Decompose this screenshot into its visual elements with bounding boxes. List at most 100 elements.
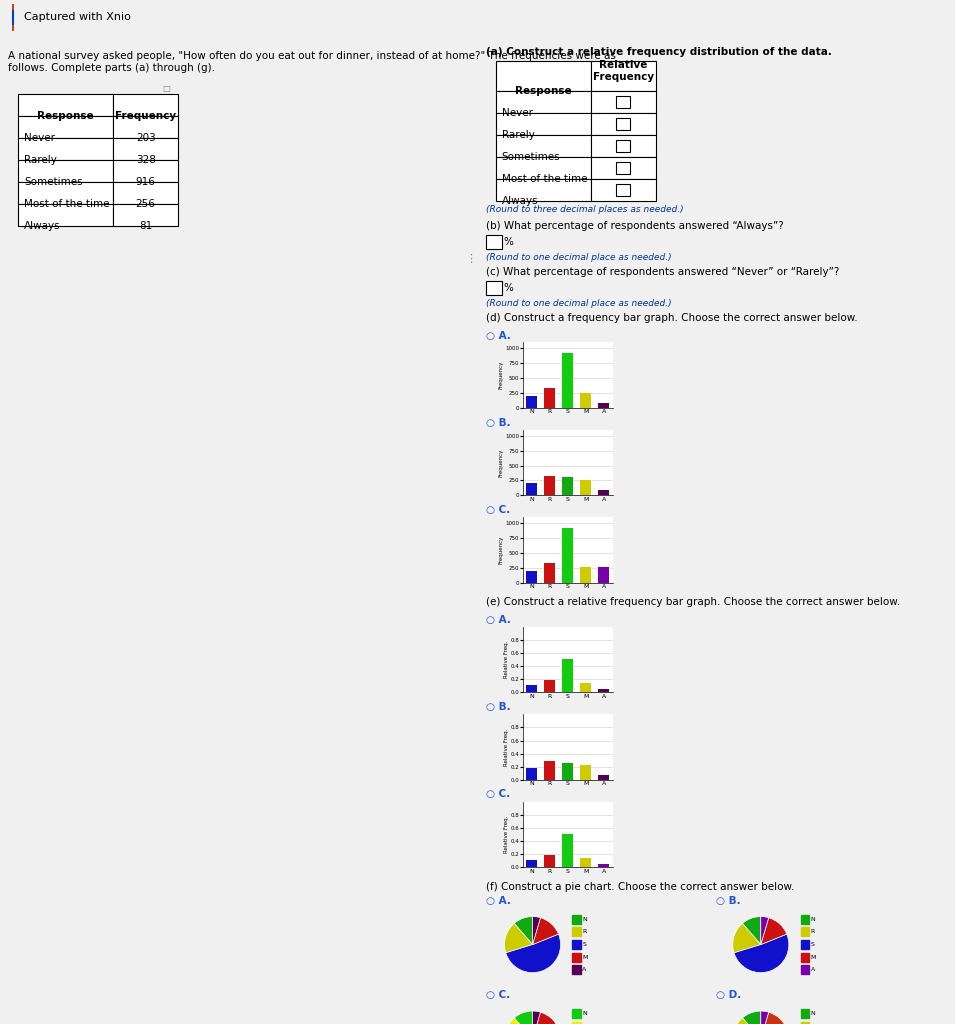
Bar: [18, 94, 113, 116]
Bar: [800, 952, 809, 962]
Bar: [590, 157, 656, 179]
Bar: [496, 61, 590, 91]
Wedge shape: [761, 1012, 787, 1024]
Wedge shape: [761, 916, 769, 944]
Bar: [562, 477, 573, 496]
Text: (b) What percentage of respondents answered “Always”?: (b) What percentage of respondents answe…: [485, 221, 783, 231]
Text: M: M: [583, 954, 587, 959]
Bar: [598, 567, 609, 583]
Text: 81: 81: [139, 221, 152, 231]
Text: N: N: [811, 916, 816, 922]
Bar: [616, 162, 630, 174]
Text: 203: 203: [136, 133, 156, 143]
Text: 916: 916: [136, 177, 156, 187]
Bar: [18, 116, 113, 138]
Bar: [580, 683, 591, 692]
Y-axis label: Relative Freq.: Relative Freq.: [504, 728, 509, 766]
Bar: [562, 834, 573, 867]
Text: Never: Never: [501, 108, 533, 118]
Wedge shape: [504, 1018, 533, 1024]
Text: Always: Always: [24, 221, 61, 231]
Bar: [543, 388, 556, 408]
Text: Rarely: Rarely: [24, 155, 57, 165]
Wedge shape: [742, 916, 761, 944]
Bar: [598, 403, 609, 408]
Wedge shape: [742, 1011, 761, 1024]
Bar: [543, 855, 556, 867]
Wedge shape: [732, 1018, 761, 1024]
Text: ○ A.: ○ A.: [485, 896, 510, 906]
Text: A: A: [811, 968, 815, 973]
Bar: [572, 914, 581, 924]
Wedge shape: [761, 1011, 769, 1024]
Wedge shape: [533, 1012, 559, 1024]
Bar: [598, 490, 609, 496]
Bar: [113, 94, 179, 116]
Y-axis label: Frequency: Frequency: [499, 536, 503, 564]
Text: M: M: [811, 954, 816, 959]
Bar: [18, 182, 113, 204]
Text: ○ A.: ○ A.: [485, 331, 510, 341]
Bar: [572, 966, 581, 975]
Text: ⋮: ⋮: [465, 254, 476, 264]
Text: Sometimes: Sometimes: [24, 177, 83, 187]
Bar: [800, 1010, 809, 1018]
Bar: [562, 658, 573, 692]
Bar: [616, 140, 630, 152]
Text: Response: Response: [37, 111, 94, 121]
Text: ○ B.: ○ B.: [715, 896, 740, 906]
Text: (e) Construct a relative frequency bar graph. Choose the correct answer below.: (e) Construct a relative frequency bar g…: [485, 597, 900, 606]
Bar: [580, 567, 591, 583]
Bar: [572, 940, 581, 949]
Bar: [800, 914, 809, 924]
Text: ○ B.: ○ B.: [485, 701, 510, 712]
Text: ○ C.: ○ C.: [485, 990, 510, 1000]
Text: (c) What percentage of respondents answered “Never” or “Rarely”?: (c) What percentage of respondents answe…: [485, 267, 838, 278]
Bar: [572, 928, 581, 936]
Bar: [18, 138, 113, 160]
Bar: [18, 160, 113, 182]
Text: Most of the time: Most of the time: [501, 174, 587, 184]
Bar: [543, 762, 556, 779]
Bar: [496, 135, 590, 157]
Y-axis label: Frequency: Frequency: [499, 360, 503, 389]
Text: (a) Construct a relative frequency distribution of the data.: (a) Construct a relative frequency distr…: [485, 47, 832, 57]
Text: Response: Response: [515, 86, 571, 96]
Wedge shape: [734, 934, 789, 973]
Text: 328: 328: [136, 155, 156, 165]
Bar: [496, 157, 590, 179]
Wedge shape: [533, 1011, 541, 1024]
Bar: [525, 570, 538, 583]
Text: R: R: [811, 930, 815, 935]
Bar: [525, 685, 538, 692]
Wedge shape: [533, 918, 559, 944]
Bar: [525, 483, 538, 496]
Wedge shape: [533, 916, 541, 944]
Bar: [485, 282, 501, 295]
Text: ○ B.: ○ B.: [485, 419, 510, 428]
Text: 256: 256: [136, 199, 156, 209]
Bar: [525, 768, 538, 779]
Text: (Round to one decimal place as needed.): (Round to one decimal place as needed.): [485, 299, 671, 308]
Bar: [590, 179, 656, 201]
Text: A: A: [583, 968, 586, 973]
Bar: [496, 179, 590, 201]
Text: Most of the time: Most of the time: [24, 199, 110, 209]
Bar: [800, 928, 809, 936]
Text: ○ C.: ○ C.: [485, 788, 510, 799]
Bar: [525, 395, 538, 408]
Bar: [590, 61, 656, 91]
Wedge shape: [506, 934, 561, 973]
Bar: [572, 1010, 581, 1018]
Wedge shape: [732, 924, 761, 953]
Bar: [598, 775, 609, 779]
Bar: [580, 858, 591, 867]
Text: %: %: [503, 284, 514, 293]
Text: ○ A.: ○ A.: [485, 614, 510, 625]
Text: Relative
Frequency: Relative Frequency: [593, 60, 654, 82]
Text: Always: Always: [501, 196, 539, 206]
Text: follows. Complete parts (a) through (g).: follows. Complete parts (a) through (g).: [8, 62, 215, 73]
Wedge shape: [504, 924, 533, 953]
Bar: [572, 1022, 581, 1024]
Y-axis label: Relative Freq.: Relative Freq.: [504, 641, 509, 678]
